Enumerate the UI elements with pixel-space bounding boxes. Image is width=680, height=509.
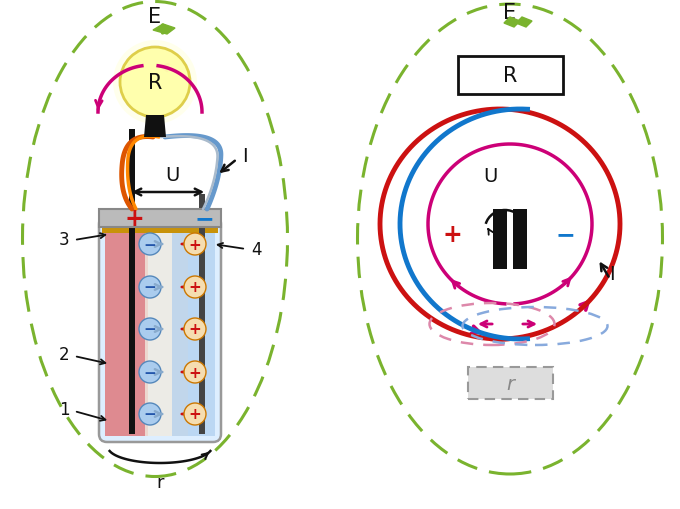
Bar — [468, 367, 553, 399]
Circle shape — [120, 48, 190, 118]
FancyBboxPatch shape — [99, 216, 221, 442]
Text: R: R — [148, 73, 163, 93]
Bar — [458, 57, 563, 95]
Circle shape — [184, 234, 206, 256]
Text: U: U — [483, 167, 497, 186]
Text: +: + — [188, 407, 201, 421]
Text: +: + — [124, 207, 144, 231]
Bar — [102, 219, 218, 234]
Text: I: I — [609, 265, 615, 284]
FancyBboxPatch shape — [145, 222, 188, 436]
Text: r: r — [156, 473, 164, 491]
Polygon shape — [516, 18, 532, 28]
Text: −: − — [143, 322, 156, 337]
Text: −: − — [555, 222, 575, 246]
Bar — [199, 194, 205, 434]
Text: +: + — [442, 222, 462, 246]
Circle shape — [184, 318, 206, 341]
Circle shape — [184, 276, 206, 298]
Text: +: + — [188, 322, 201, 337]
Text: +: + — [188, 280, 201, 295]
Text: 3: 3 — [58, 231, 69, 248]
Text: I: I — [242, 146, 248, 165]
Circle shape — [184, 361, 206, 383]
Text: −: − — [194, 207, 214, 231]
Circle shape — [184, 403, 206, 425]
Polygon shape — [504, 18, 520, 28]
Text: −: − — [143, 365, 156, 380]
Circle shape — [113, 41, 197, 125]
FancyBboxPatch shape — [105, 222, 148, 436]
Text: U: U — [165, 165, 180, 185]
Polygon shape — [153, 25, 175, 35]
Text: 4: 4 — [251, 241, 261, 259]
Text: 1: 1 — [58, 400, 69, 418]
Circle shape — [139, 276, 161, 298]
Circle shape — [139, 234, 161, 256]
Polygon shape — [144, 116, 166, 138]
Bar — [129, 130, 135, 434]
Bar — [493, 210, 507, 269]
FancyBboxPatch shape — [172, 222, 215, 436]
Text: −: − — [143, 407, 156, 421]
Bar — [99, 210, 221, 228]
Bar — [513, 210, 527, 269]
Text: −: − — [143, 280, 156, 295]
Text: r: r — [506, 374, 514, 393]
Text: E: E — [503, 3, 517, 23]
Text: +: + — [188, 237, 201, 252]
Text: +: + — [188, 365, 201, 380]
Circle shape — [139, 318, 161, 341]
Circle shape — [139, 403, 161, 425]
Text: 2: 2 — [58, 345, 69, 363]
Text: R: R — [503, 66, 517, 86]
Text: E: E — [148, 7, 162, 27]
Circle shape — [139, 361, 161, 383]
Text: −: − — [143, 237, 156, 252]
